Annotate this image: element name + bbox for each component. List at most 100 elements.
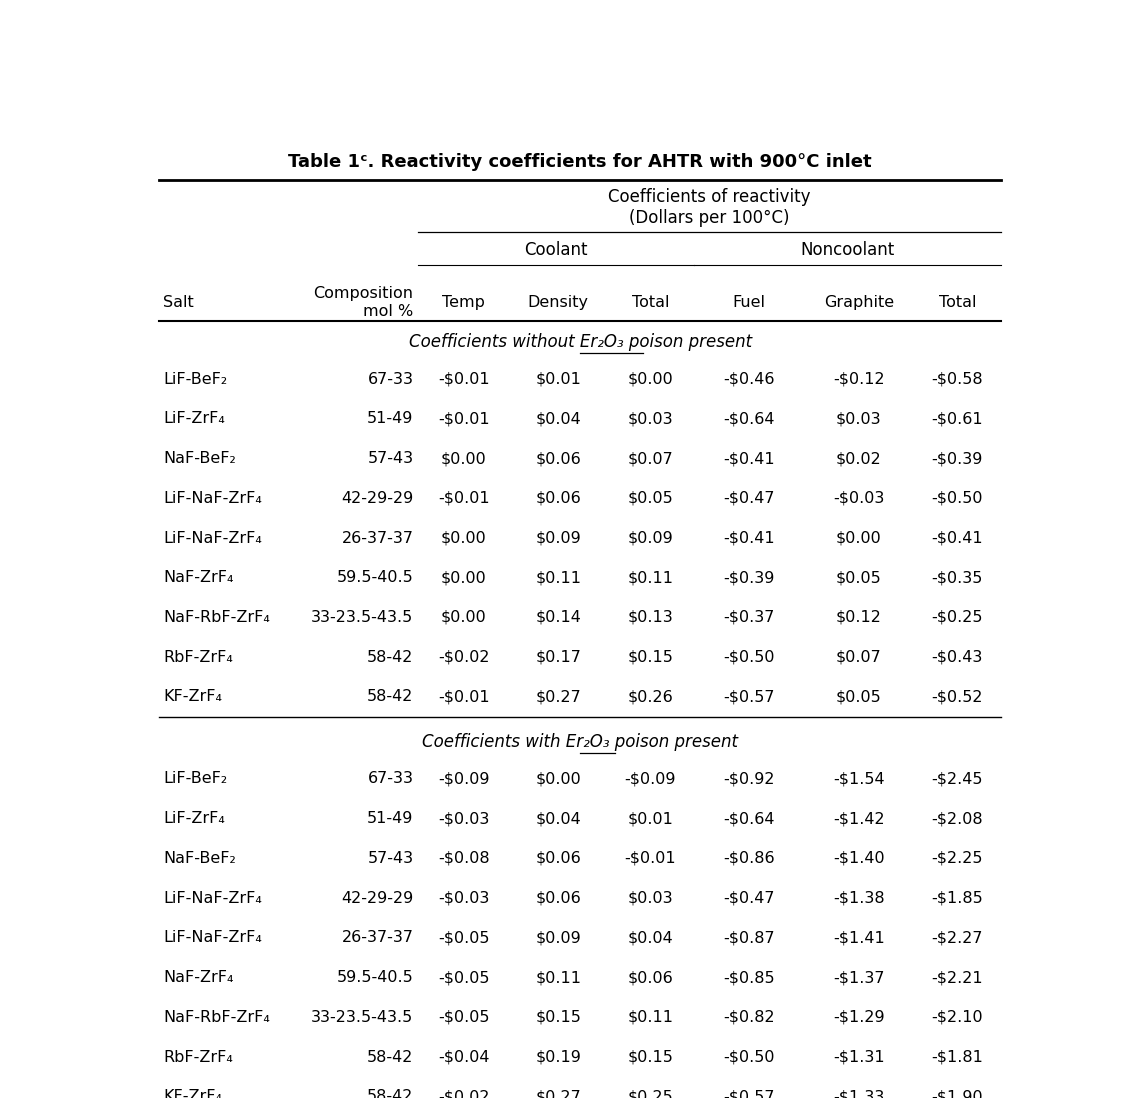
Text: -$0.03: -$0.03 bbox=[438, 890, 490, 906]
Text: $0.09: $0.09 bbox=[535, 530, 581, 546]
Text: -$0.47: -$0.47 bbox=[723, 491, 774, 506]
Text: -$0.01: -$0.01 bbox=[625, 851, 676, 866]
Text: $0.07: $0.07 bbox=[835, 650, 882, 664]
Text: -$0.87: -$0.87 bbox=[723, 930, 774, 945]
Text: $0.01: $0.01 bbox=[535, 371, 581, 386]
Text: $0.06: $0.06 bbox=[535, 851, 581, 866]
Text: -$0.01: -$0.01 bbox=[438, 371, 490, 386]
Text: NaF-BeF₂: NaF-BeF₂ bbox=[163, 851, 237, 866]
Text: -$0.64: -$0.64 bbox=[723, 811, 774, 826]
Text: NaF-BeF₂: NaF-BeF₂ bbox=[163, 451, 237, 466]
Text: $0.00: $0.00 bbox=[627, 371, 674, 386]
Text: -$1.33: -$1.33 bbox=[833, 1089, 884, 1098]
Text: -$0.92: -$0.92 bbox=[723, 772, 774, 786]
Text: $0.03: $0.03 bbox=[627, 412, 674, 426]
Text: RbF-ZrF₄: RbF-ZrF₄ bbox=[163, 1050, 233, 1065]
Text: -$0.02: -$0.02 bbox=[438, 650, 490, 664]
Text: KF-ZrF₄: KF-ZrF₄ bbox=[163, 1089, 222, 1098]
Text: -$2.27: -$2.27 bbox=[932, 930, 983, 945]
Text: Coefficients of reactivity
(Dollars per 100°C): Coefficients of reactivity (Dollars per … bbox=[608, 189, 811, 227]
Text: $0.19: $0.19 bbox=[535, 1050, 581, 1065]
Text: $0.09: $0.09 bbox=[627, 530, 674, 546]
Text: $0.00: $0.00 bbox=[441, 451, 487, 466]
Text: -$0.03: -$0.03 bbox=[833, 491, 884, 506]
Text: -$0.02: -$0.02 bbox=[438, 1089, 490, 1098]
Text: Noncoolant: Noncoolant bbox=[800, 242, 895, 259]
Text: Table 1ᶜ. Reactivity coefficients for AHTR with 900°C inlet: Table 1ᶜ. Reactivity coefficients for AH… bbox=[289, 154, 872, 171]
Text: Density: Density bbox=[528, 295, 589, 310]
Text: -$0.46: -$0.46 bbox=[723, 371, 774, 386]
Text: 58-42: 58-42 bbox=[367, 690, 413, 705]
Text: -$2.25: -$2.25 bbox=[932, 851, 983, 866]
Text: 51-49: 51-49 bbox=[367, 412, 413, 426]
Text: -$0.25: -$0.25 bbox=[932, 610, 983, 625]
Text: $0.09: $0.09 bbox=[535, 930, 581, 945]
Text: 42-29-29: 42-29-29 bbox=[341, 491, 413, 506]
Text: -$0.50: -$0.50 bbox=[723, 650, 774, 664]
Text: Salt: Salt bbox=[163, 295, 195, 310]
Text: -$0.47: -$0.47 bbox=[723, 890, 774, 906]
Text: -$0.50: -$0.50 bbox=[932, 491, 983, 506]
Text: LiF-NaF-ZrF₄: LiF-NaF-ZrF₄ bbox=[163, 491, 263, 506]
Text: LiF-ZrF₄: LiF-ZrF₄ bbox=[163, 811, 225, 826]
Text: -$1.40: -$1.40 bbox=[833, 851, 884, 866]
Text: $0.02: $0.02 bbox=[835, 451, 882, 466]
Text: Coefficients without Er₂O₃ poison present: Coefficients without Er₂O₃ poison presen… bbox=[409, 334, 752, 351]
Text: $0.15: $0.15 bbox=[627, 650, 674, 664]
Text: $0.11: $0.11 bbox=[627, 570, 674, 585]
Text: NaF-ZrF₄: NaF-ZrF₄ bbox=[163, 971, 234, 985]
Text: 57-43: 57-43 bbox=[368, 451, 413, 466]
Text: $0.11: $0.11 bbox=[535, 570, 581, 585]
Text: -$0.04: -$0.04 bbox=[438, 1050, 490, 1065]
Text: 59.5-40.5: 59.5-40.5 bbox=[336, 971, 413, 985]
Text: $0.03: $0.03 bbox=[627, 890, 674, 906]
Text: 51-49: 51-49 bbox=[367, 811, 413, 826]
Text: $0.04: $0.04 bbox=[535, 412, 581, 426]
Text: -$0.41: -$0.41 bbox=[723, 451, 774, 466]
Text: NaF-RbF-ZrF₄: NaF-RbF-ZrF₄ bbox=[163, 610, 271, 625]
Text: -$0.03: -$0.03 bbox=[438, 811, 490, 826]
Text: $0.15: $0.15 bbox=[535, 1010, 581, 1024]
Text: LiF-NaF-ZrF₄: LiF-NaF-ZrF₄ bbox=[163, 530, 263, 546]
Text: -$0.08: -$0.08 bbox=[438, 851, 490, 866]
Text: LiF-BeF₂: LiF-BeF₂ bbox=[163, 371, 228, 386]
Text: Total: Total bbox=[632, 295, 669, 310]
Text: NaF-RbF-ZrF₄: NaF-RbF-ZrF₄ bbox=[163, 1010, 271, 1024]
Text: $0.00: $0.00 bbox=[441, 610, 487, 625]
Text: -$0.05: -$0.05 bbox=[438, 1010, 490, 1024]
Text: $0.00: $0.00 bbox=[835, 530, 882, 546]
Text: Coefficients with Er₂O₃ poison present: Coefficients with Er₂O₃ poison present bbox=[422, 733, 738, 751]
Text: -$0.58: -$0.58 bbox=[932, 371, 984, 386]
Text: -$0.01: -$0.01 bbox=[438, 412, 490, 426]
Text: $0.25: $0.25 bbox=[627, 1089, 674, 1098]
Text: -$2.21: -$2.21 bbox=[932, 971, 984, 985]
Text: -$0.57: -$0.57 bbox=[723, 1089, 774, 1098]
Text: -$0.57: -$0.57 bbox=[723, 690, 774, 705]
Text: $0.26: $0.26 bbox=[627, 690, 674, 705]
Text: $0.01: $0.01 bbox=[627, 811, 674, 826]
Text: 33-23.5-43.5: 33-23.5-43.5 bbox=[311, 610, 413, 625]
Text: $0.00: $0.00 bbox=[441, 530, 487, 546]
Text: $0.06: $0.06 bbox=[627, 971, 674, 985]
Text: -$0.01: -$0.01 bbox=[438, 690, 490, 705]
Text: $0.15: $0.15 bbox=[627, 1050, 674, 1065]
Text: 26-37-37: 26-37-37 bbox=[342, 530, 413, 546]
Text: $0.06: $0.06 bbox=[535, 890, 581, 906]
Text: -$2.08: -$2.08 bbox=[932, 811, 984, 826]
Text: 33-23.5-43.5: 33-23.5-43.5 bbox=[311, 1010, 413, 1024]
Text: without: without bbox=[581, 334, 643, 351]
Text: $0.11: $0.11 bbox=[627, 1010, 674, 1024]
Text: Coolant: Coolant bbox=[524, 242, 588, 259]
Text: $0.05: $0.05 bbox=[627, 491, 674, 506]
Text: 59.5-40.5: 59.5-40.5 bbox=[336, 570, 413, 585]
Text: -$1.54: -$1.54 bbox=[833, 772, 884, 786]
Text: -$0.39: -$0.39 bbox=[723, 570, 774, 585]
Text: -$0.41: -$0.41 bbox=[723, 530, 774, 546]
Text: -$0.05: -$0.05 bbox=[438, 930, 490, 945]
Text: -$0.39: -$0.39 bbox=[932, 451, 983, 466]
Text: 42-29-29: 42-29-29 bbox=[341, 890, 413, 906]
Text: $0.07: $0.07 bbox=[627, 451, 674, 466]
Text: $0.27: $0.27 bbox=[535, 690, 581, 705]
Text: -$0.82: -$0.82 bbox=[723, 1010, 774, 1024]
Text: $0.04: $0.04 bbox=[627, 930, 674, 945]
